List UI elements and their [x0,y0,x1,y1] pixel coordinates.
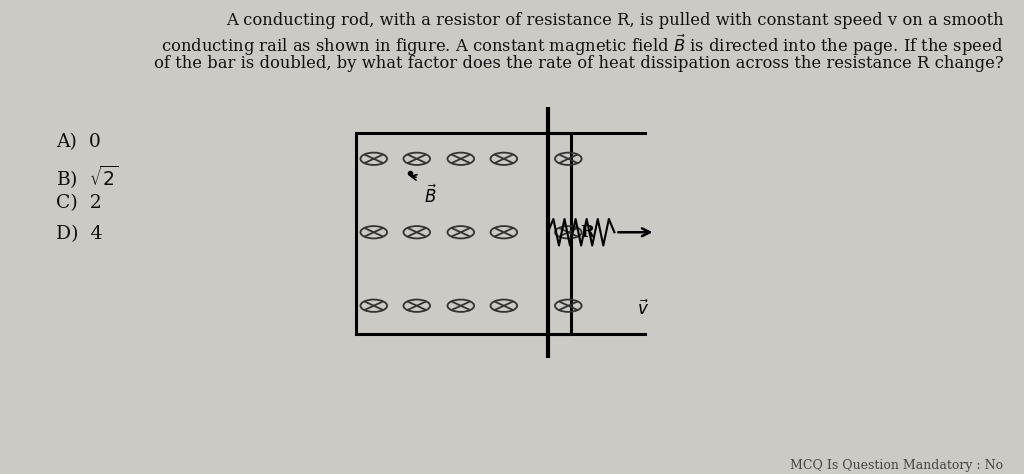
Text: $\vec{B}$: $\vec{B}$ [424,185,437,207]
Text: $\vec{v}$: $\vec{v}$ [637,299,649,319]
Text: MCQ Is Question Mandatory : No: MCQ Is Question Mandatory : No [791,459,1004,472]
Text: A conducting rod, with a resistor of resistance R, is pulled with constant speed: A conducting rod, with a resistor of res… [226,12,1004,29]
Text: C)  2: C) 2 [56,194,102,212]
Text: conducting rail as shown in figure. A constant magnetic field $\vec{B}$ is direc: conducting rail as shown in figure. A co… [162,33,1004,58]
Bar [356,133,571,334]
Text: A)  0: A) 0 [56,133,101,151]
Text: D)  4: D) 4 [56,225,102,243]
Text: R: R [581,224,594,241]
Text: of the bar is doubled, by what factor does the rate of heat dissipation across t: of the bar is doubled, by what factor do… [154,55,1004,72]
Text: B)  $\sqrt{2}$: B) $\sqrt{2}$ [56,164,119,191]
